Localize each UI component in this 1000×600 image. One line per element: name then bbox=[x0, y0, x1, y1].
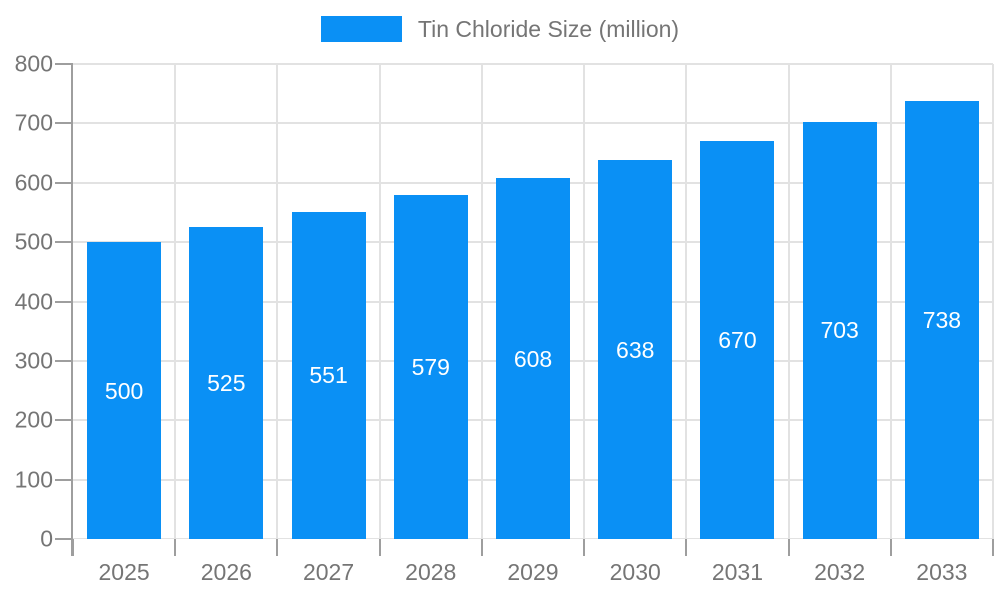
x-axis-tick bbox=[889, 539, 892, 556]
x-axis-tick-label: 2031 bbox=[711, 559, 764, 585]
y-axis-tick bbox=[55, 478, 73, 481]
vertical-gridline bbox=[889, 64, 892, 539]
bar-2033[interactable]: 738 bbox=[904, 100, 979, 539]
y-axis-tick-label: 700 bbox=[14, 109, 53, 136]
y-axis-line bbox=[71, 64, 73, 556]
bar-2029[interactable]: 608 bbox=[496, 178, 570, 539]
y-axis-tick bbox=[55, 538, 73, 540]
bar-value-label: 608 bbox=[513, 345, 553, 372]
x-axis-tick-label: 2028 bbox=[405, 559, 457, 585]
vertical-gridline bbox=[276, 64, 279, 539]
bar-value-label: 500 bbox=[104, 377, 144, 404]
horizontal-gridline bbox=[73, 63, 993, 65]
y-axis-tick-label: 300 bbox=[14, 347, 53, 374]
x-axis-tick-label: 2026 bbox=[200, 559, 252, 585]
x-axis-tick-label: 2032 bbox=[814, 559, 866, 585]
x-axis-tick bbox=[685, 539, 688, 556]
x-axis-tick bbox=[72, 539, 74, 556]
vertical-gridline bbox=[174, 64, 177, 539]
y-axis-tick bbox=[55, 122, 73, 125]
x-axis-tick bbox=[174, 539, 177, 556]
x-axis-tick bbox=[480, 539, 483, 556]
vertical-gridline bbox=[685, 64, 688, 539]
vertical-gridline bbox=[583, 64, 586, 539]
y-axis: 0 100 200 300 400 500 600 700 800 bbox=[0, 51, 53, 552]
x-axis: 2025 2026 2027 2028 2029 2030 2031 2032 2033 bbox=[73, 558, 993, 588]
y-axis-tick bbox=[55, 241, 73, 244]
x-axis-tick-label: 2025 bbox=[98, 559, 150, 585]
bar-value-label: 638 bbox=[616, 336, 655, 363]
y-axis-tick bbox=[55, 181, 73, 184]
legend[interactable]: Tin Chloride Size (million) bbox=[0, 16, 1000, 42]
vertical-gridline bbox=[992, 64, 994, 539]
x-axis-tick bbox=[787, 539, 790, 556]
x-axis-tick-label: 2030 bbox=[609, 559, 661, 585]
bar-value-label: 738 bbox=[922, 306, 962, 333]
bar-2025[interactable]: 500 bbox=[87, 242, 162, 539]
bar-value-label: 670 bbox=[718, 327, 757, 354]
x-axis-tick-label: 2033 bbox=[916, 559, 968, 585]
x-axis-tick-label: 2029 bbox=[507, 559, 559, 585]
y-axis-tick-label: 0 bbox=[40, 525, 53, 552]
bar-2026[interactable]: 525 bbox=[189, 227, 264, 539]
y-axis-tick bbox=[55, 359, 73, 362]
x-axis-tick-label: 2027 bbox=[302, 559, 355, 585]
vertical-gridline bbox=[378, 64, 381, 539]
bar-2032[interactable]: 703 bbox=[802, 121, 877, 539]
horizontal-gridline bbox=[73, 122, 993, 125]
plot-area: 500 525 551 579 608 638 670 703 738 bbox=[55, 63, 994, 556]
y-axis-tick bbox=[55, 300, 73, 303]
bar-value-label: 551 bbox=[309, 362, 348, 389]
x-axis-tick bbox=[276, 539, 279, 556]
bar-2027[interactable]: 551 bbox=[291, 211, 366, 539]
y-axis-tick-label: 800 bbox=[14, 50, 53, 77]
y-axis-tick-label: 600 bbox=[14, 169, 53, 196]
bar-value-label: 579 bbox=[411, 354, 450, 381]
vertical-gridline bbox=[480, 64, 483, 539]
legend-swatch-icon bbox=[320, 16, 402, 42]
x-axis-tick bbox=[992, 539, 994, 556]
y-axis-tick bbox=[55, 419, 73, 422]
x-axis-tick bbox=[378, 539, 381, 556]
x-axis-tick bbox=[583, 539, 586, 556]
bar-2030[interactable]: 638 bbox=[598, 160, 673, 539]
vertical-gridline bbox=[787, 64, 790, 539]
bar-value-label: 525 bbox=[207, 370, 246, 397]
legend-label: Tin Chloride Size (million) bbox=[417, 16, 680, 42]
y-axis-tick-label: 500 bbox=[14, 228, 53, 255]
y-axis-tick-label: 400 bbox=[14, 288, 53, 314]
bar-value-label: 703 bbox=[820, 317, 859, 344]
y-axis-tick-label: 100 bbox=[14, 466, 53, 493]
y-axis-tick-label: 200 bbox=[14, 406, 53, 433]
y-axis-tick bbox=[55, 63, 73, 65]
bar-2031[interactable]: 670 bbox=[700, 141, 775, 539]
bar-2028[interactable]: 579 bbox=[393, 195, 468, 539]
